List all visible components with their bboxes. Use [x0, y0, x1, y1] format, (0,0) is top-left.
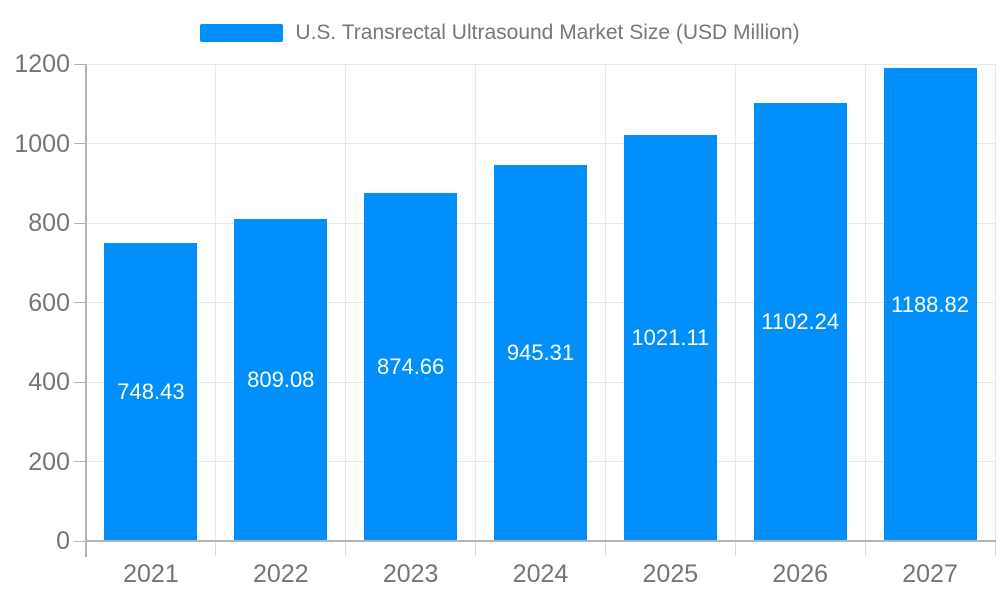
x-axis-line [85, 540, 996, 542]
x-axis-label: 2024 [512, 560, 569, 588]
legend-label: U.S. Transrectal Ultrasound Market Size … [295, 21, 800, 44]
v-gridline [215, 64, 217, 541]
bar-2025[interactable] [623, 135, 717, 541]
y-axis-label: 400 [28, 368, 70, 396]
bar-2022[interactable] [234, 219, 328, 541]
y-axis-tick [74, 302, 86, 303]
x-axis-tick [864, 541, 866, 556]
x-axis-label: 2022 [252, 560, 309, 588]
y-axis-tick [74, 63, 86, 65]
x-axis-tick [475, 541, 477, 556]
y-axis-label: 600 [28, 288, 70, 317]
x-axis-label: 2021 [123, 560, 179, 588]
bar-value-label: 1021.11 [631, 325, 710, 351]
y-axis-label: 1200 [14, 50, 70, 78]
x-axis-label: 2027 [902, 560, 958, 588]
bar-value-label: 1102.24 [761, 308, 840, 334]
x-axis-tick [604, 541, 606, 556]
v-gridline [604, 64, 606, 541]
bar-2027[interactable] [883, 68, 977, 541]
v-gridline [994, 64, 996, 541]
bar-value-label: 1188.82 [891, 291, 970, 317]
y-axis-label: 800 [28, 209, 70, 237]
x-axis-tick [734, 541, 736, 556]
v-gridline [475, 64, 477, 541]
y-axis-tick [74, 540, 86, 542]
y-axis-line [85, 64, 87, 557]
y-axis-tick [74, 222, 86, 224]
v-gridline [734, 64, 736, 541]
y-axis-label: 200 [28, 447, 70, 476]
bar-value-label: 809.08 [247, 367, 315, 393]
h-gridline [86, 143, 995, 144]
y-axis-tick [74, 461, 86, 462]
bar-2023[interactable] [364, 193, 458, 541]
bar-2026[interactable] [753, 102, 847, 541]
bar-2024[interactable] [494, 165, 587, 541]
x-axis-tick [994, 541, 996, 556]
chart-legend[interactable]: U.S. Transrectal Ultrasound Market Size … [0, 16, 1000, 50]
y-axis-tick [74, 381, 86, 383]
x-axis-label: 2026 [772, 560, 829, 588]
bar-value-label: 945.31 [506, 340, 575, 366]
x-axis-label: 2023 [382, 560, 439, 588]
v-gridline [864, 64, 866, 541]
y-axis-tick [74, 143, 86, 144]
x-axis-label: 2025 [642, 560, 699, 588]
y-axis-label: 1000 [14, 129, 70, 158]
legend-marker [200, 24, 284, 42]
bar-2021[interactable] [104, 243, 198, 541]
bar-value-label: 874.66 [376, 354, 445, 380]
bar-value-label: 748.43 [117, 379, 185, 405]
v-gridline [345, 64, 347, 541]
y-axis-label: 0 [56, 527, 70, 555]
h-gridline [86, 63, 995, 65]
x-axis-tick [215, 541, 217, 556]
x-axis-tick [345, 541, 347, 556]
